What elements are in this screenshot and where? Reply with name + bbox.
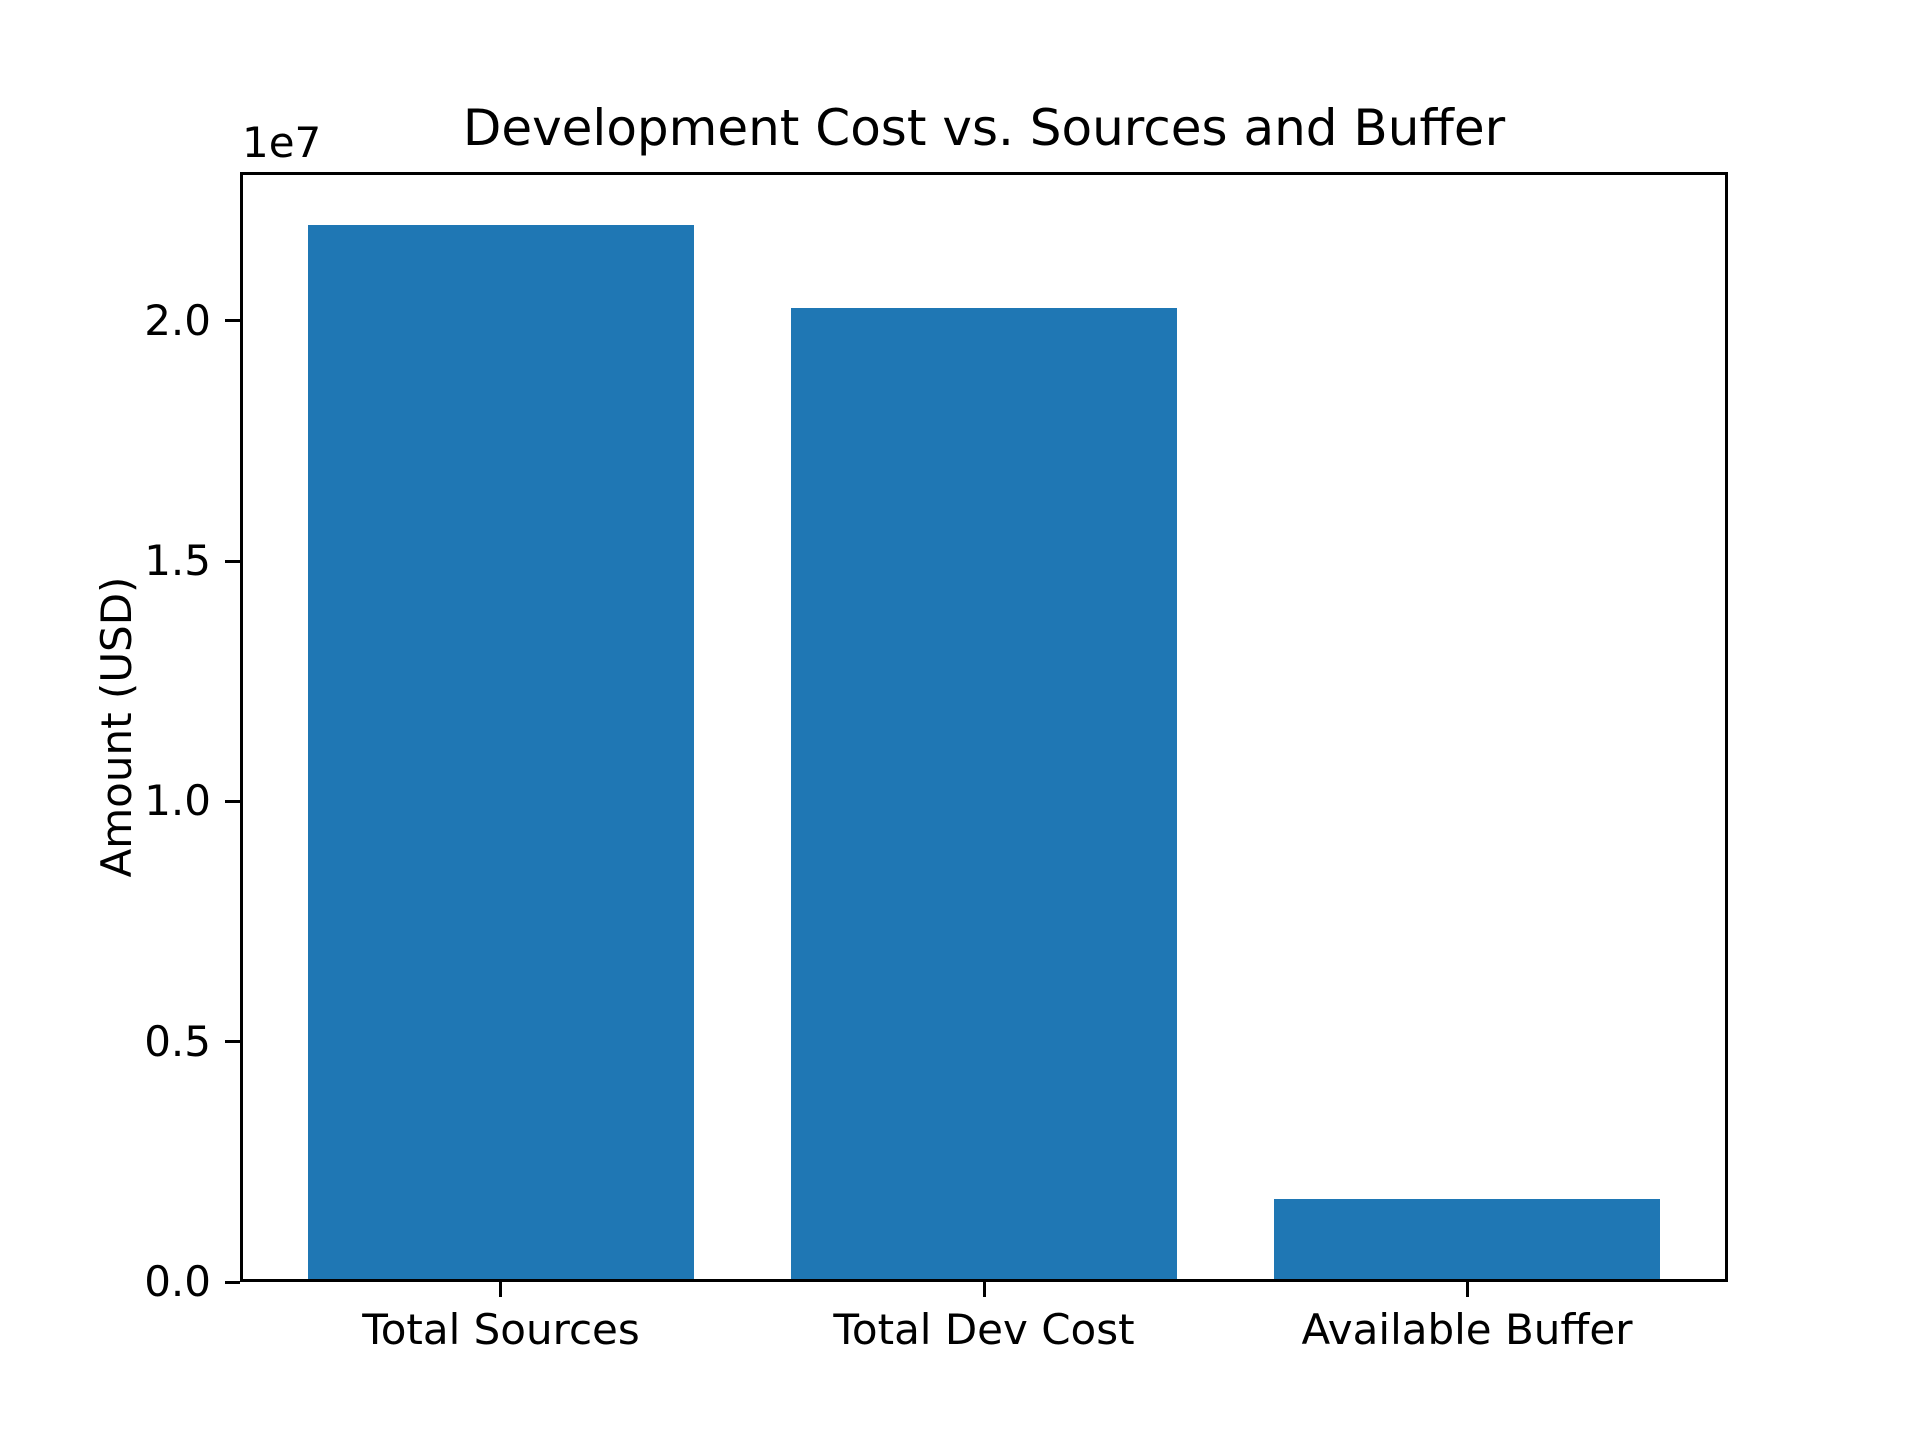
x-tick-mark [1466, 1282, 1469, 1297]
bar-total-sources [308, 225, 694, 1282]
x-tick-mark [499, 1282, 502, 1297]
x-tick-label-total-dev-cost: Total Dev Cost [833, 1305, 1135, 1354]
chart-title: Development Cost vs. Sources and Buffer [462, 99, 1506, 157]
x-tick-mark [983, 1282, 986, 1297]
y-tick-mark [225, 560, 240, 563]
bar-total-dev-cost [791, 308, 1177, 1282]
axes-spines [240, 172, 1728, 1282]
y-axis-label: Amount (USD) [92, 576, 141, 878]
y-tick-label-2.0: 2.0 [144, 296, 211, 345]
y-tick-mark [225, 800, 240, 803]
y-tick-mark [225, 319, 240, 322]
bar-available-buffer [1274, 1199, 1660, 1282]
y-tick-label-0.5: 0.5 [144, 1017, 211, 1066]
y-tick-mark [225, 1040, 240, 1043]
y-tick-label-1.5: 1.5 [144, 536, 211, 585]
y-tick-label-1.0: 1.0 [144, 776, 211, 825]
y-tick-mark [225, 1281, 240, 1284]
plot-area [240, 172, 1728, 1282]
y-axis-offset-label: 1e7 [242, 118, 322, 167]
y-tick-label-0.0: 0.0 [144, 1257, 211, 1306]
x-tick-label-available-buffer: Available Buffer [1301, 1305, 1633, 1354]
x-tick-label-total-sources: Total Sources [362, 1305, 640, 1354]
